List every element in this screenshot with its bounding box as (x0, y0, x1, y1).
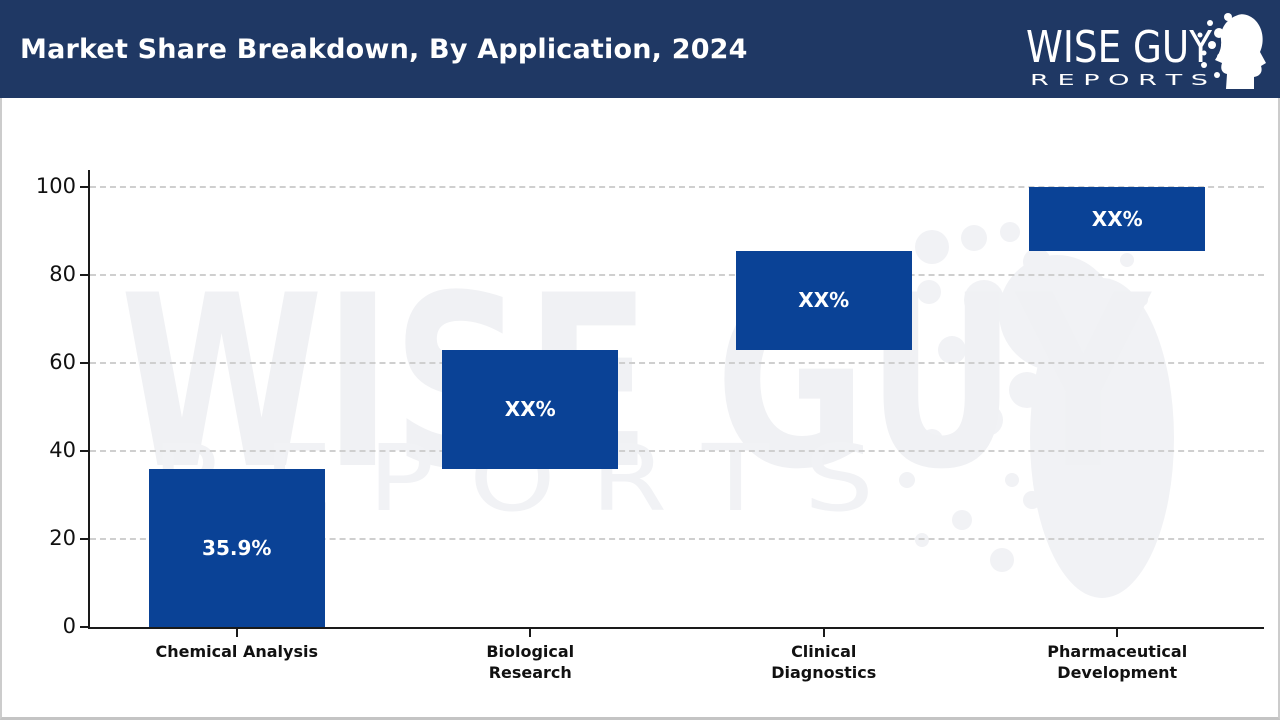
page-title: Market Share Breakdown, By Application, … (20, 33, 748, 65)
x-category-label: Pharmaceutical Development (1047, 642, 1188, 682)
bar-segment: XX% (735, 250, 912, 350)
x-tick-mark (822, 629, 825, 637)
y-tick-label: 80 (49, 262, 76, 286)
gridline (90, 362, 1264, 364)
logo-reports-text: R E P O R T S (1030, 71, 1208, 89)
wise-guy-reports-logo: WISE GUY R E P O R T S (1026, 13, 1266, 89)
head-profile-icon (1215, 14, 1266, 89)
y-tick-mark (80, 186, 88, 188)
x-category-label: Biological Research (486, 642, 575, 682)
x-category-label: Chemical Analysis (155, 642, 319, 661)
x-tick-mark (1116, 629, 1119, 637)
y-tick-mark (80, 450, 88, 452)
plot-area: 0 20 40 60 80 100 35.9% Chemical Analysis XX% Bio… (36, 170, 1264, 682)
x-category-label: Clinical Diagnostics (771, 642, 877, 682)
y-axis (88, 170, 90, 629)
x-axis (88, 627, 1264, 629)
header-bar: Market Share Breakdown, By Application, … (0, 0, 1280, 98)
gridline (90, 450, 1264, 452)
bar-segment: 35.9% (148, 469, 325, 627)
bar-segment: XX% (1029, 187, 1206, 251)
y-tick-label: 0 (62, 614, 76, 638)
y-tick-label: 20 (49, 526, 76, 550)
bar-value-label: 35.9% (202, 536, 272, 560)
gridline (90, 538, 1264, 540)
y-tick-label: 60 (49, 350, 76, 374)
x-tick-mark (235, 629, 238, 637)
bar-segment: XX% (442, 349, 619, 470)
y-tick-label: 100 (35, 174, 76, 198)
bar-value-label: XX% (504, 397, 556, 422)
gridline (90, 186, 1264, 188)
y-tick-mark (80, 626, 88, 628)
bar-value-label: XX% (798, 288, 850, 313)
y-tick-mark (80, 274, 88, 276)
x-tick-mark (529, 629, 532, 637)
logo-wise-guy-text: WISE GUY (1026, 22, 1212, 73)
gridline (90, 274, 1264, 276)
chart-canvas: WISE GUY R E P O R T S 0 20 40 60 80 100 35.9%… (0, 98, 1280, 720)
y-tick-mark (80, 362, 88, 364)
bar-value-label: XX% (1091, 206, 1143, 231)
y-tick-mark (80, 538, 88, 540)
y-tick-label: 40 (49, 438, 76, 462)
